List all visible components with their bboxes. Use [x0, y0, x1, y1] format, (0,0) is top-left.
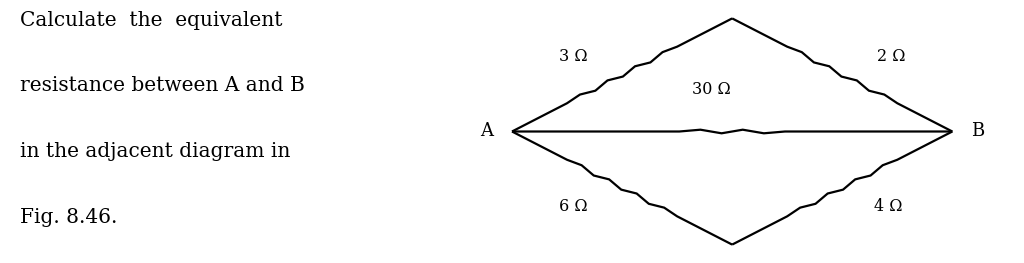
Text: B: B [971, 123, 984, 140]
Text: Fig. 8.46.: Fig. 8.46. [20, 208, 118, 227]
Text: 2 Ω: 2 Ω [878, 48, 905, 65]
Text: 4 Ω: 4 Ω [874, 198, 902, 215]
Text: 6 Ω: 6 Ω [559, 198, 587, 215]
Text: A: A [480, 123, 494, 140]
Text: 30 Ω: 30 Ω [692, 81, 731, 98]
Text: in the adjacent diagram in: in the adjacent diagram in [20, 142, 291, 161]
Text: Calculate  the  equivalent: Calculate the equivalent [20, 11, 283, 29]
Text: 3 Ω: 3 Ω [559, 48, 587, 65]
Text: resistance between A and B: resistance between A and B [20, 76, 305, 95]
